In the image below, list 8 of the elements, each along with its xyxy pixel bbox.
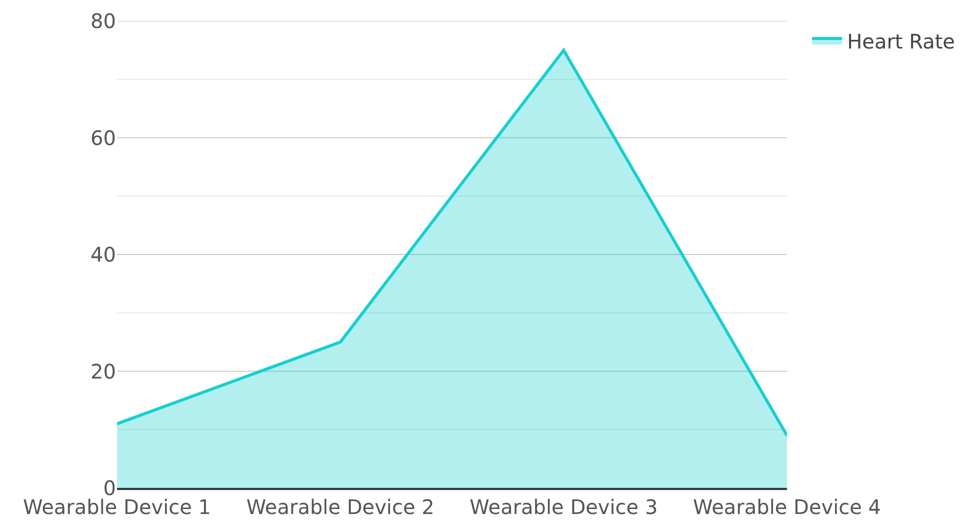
y-tick-label: 60 bbox=[90, 126, 116, 150]
legend-label: Heart Rate bbox=[847, 29, 955, 54]
y-tick-label: 20 bbox=[90, 359, 116, 384]
x-tick-label: Wearable Device 4 bbox=[692, 494, 882, 519]
y-tick-label: 40 bbox=[90, 242, 116, 266]
x-tick-label: Wearable Device 2 bbox=[246, 494, 434, 519]
y-tick-label: 80 bbox=[90, 9, 116, 33]
x-tick-label: Wearable Device 3 bbox=[470, 494, 658, 519]
